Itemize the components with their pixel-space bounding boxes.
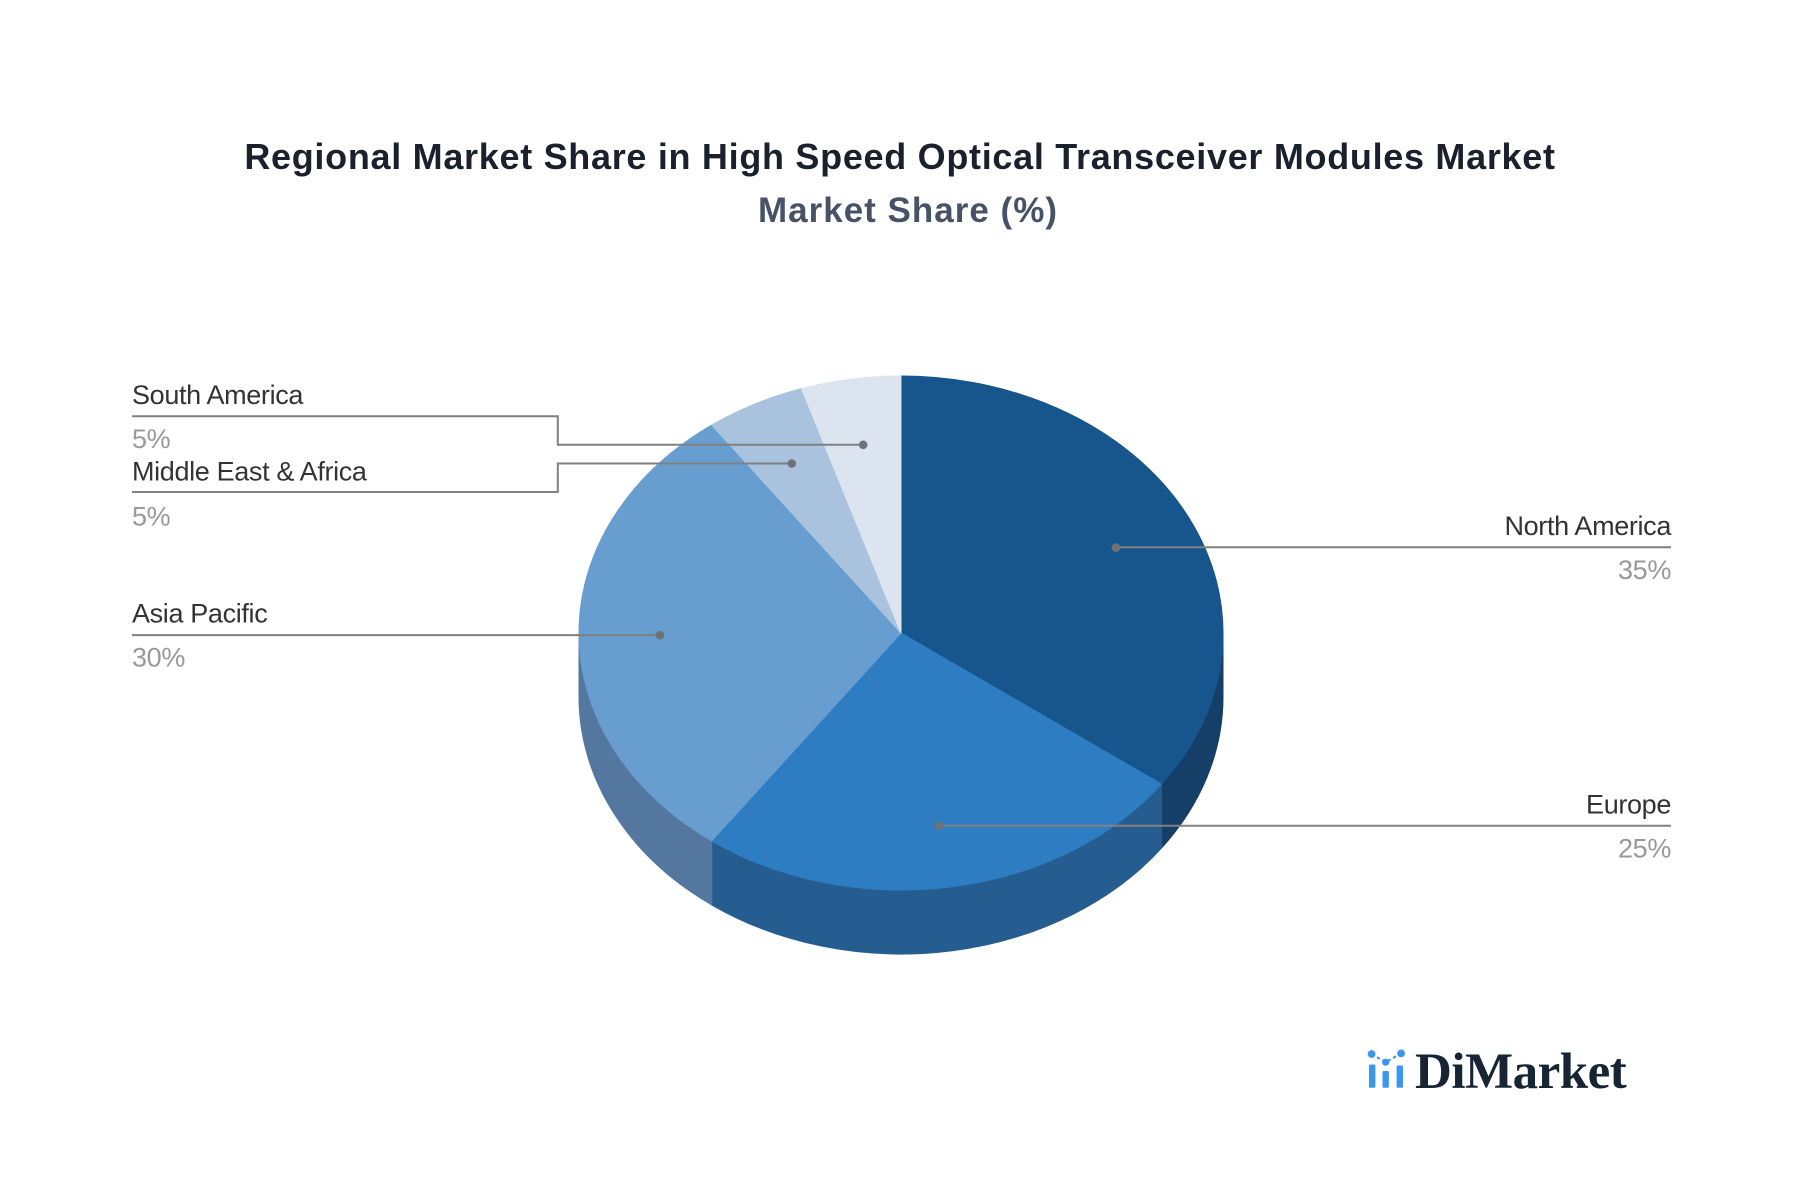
svg-text:25%: 25% — [1618, 833, 1671, 863]
svg-text:5%: 5% — [132, 424, 171, 454]
svg-text:South America: South America — [132, 380, 304, 410]
svg-text:Regional Market Share in High: Regional Market Share in High Speed Opti… — [244, 136, 1555, 177]
svg-text:Asia Pacific: Asia Pacific — [132, 599, 267, 629]
svg-text:Middle East & Africa: Middle East & Africa — [132, 457, 368, 487]
svg-text:35%: 35% — [1618, 555, 1671, 585]
svg-text:Market Share (%): Market Share (%) — [758, 191, 1058, 230]
svg-text:30%: 30% — [132, 642, 185, 672]
svg-text:DiMarket: DiMarket — [1415, 1044, 1627, 1100]
svg-text:Europe: Europe — [1586, 789, 1671, 819]
svg-text:North America: North America — [1504, 511, 1672, 541]
svg-text:5%: 5% — [132, 502, 171, 532]
